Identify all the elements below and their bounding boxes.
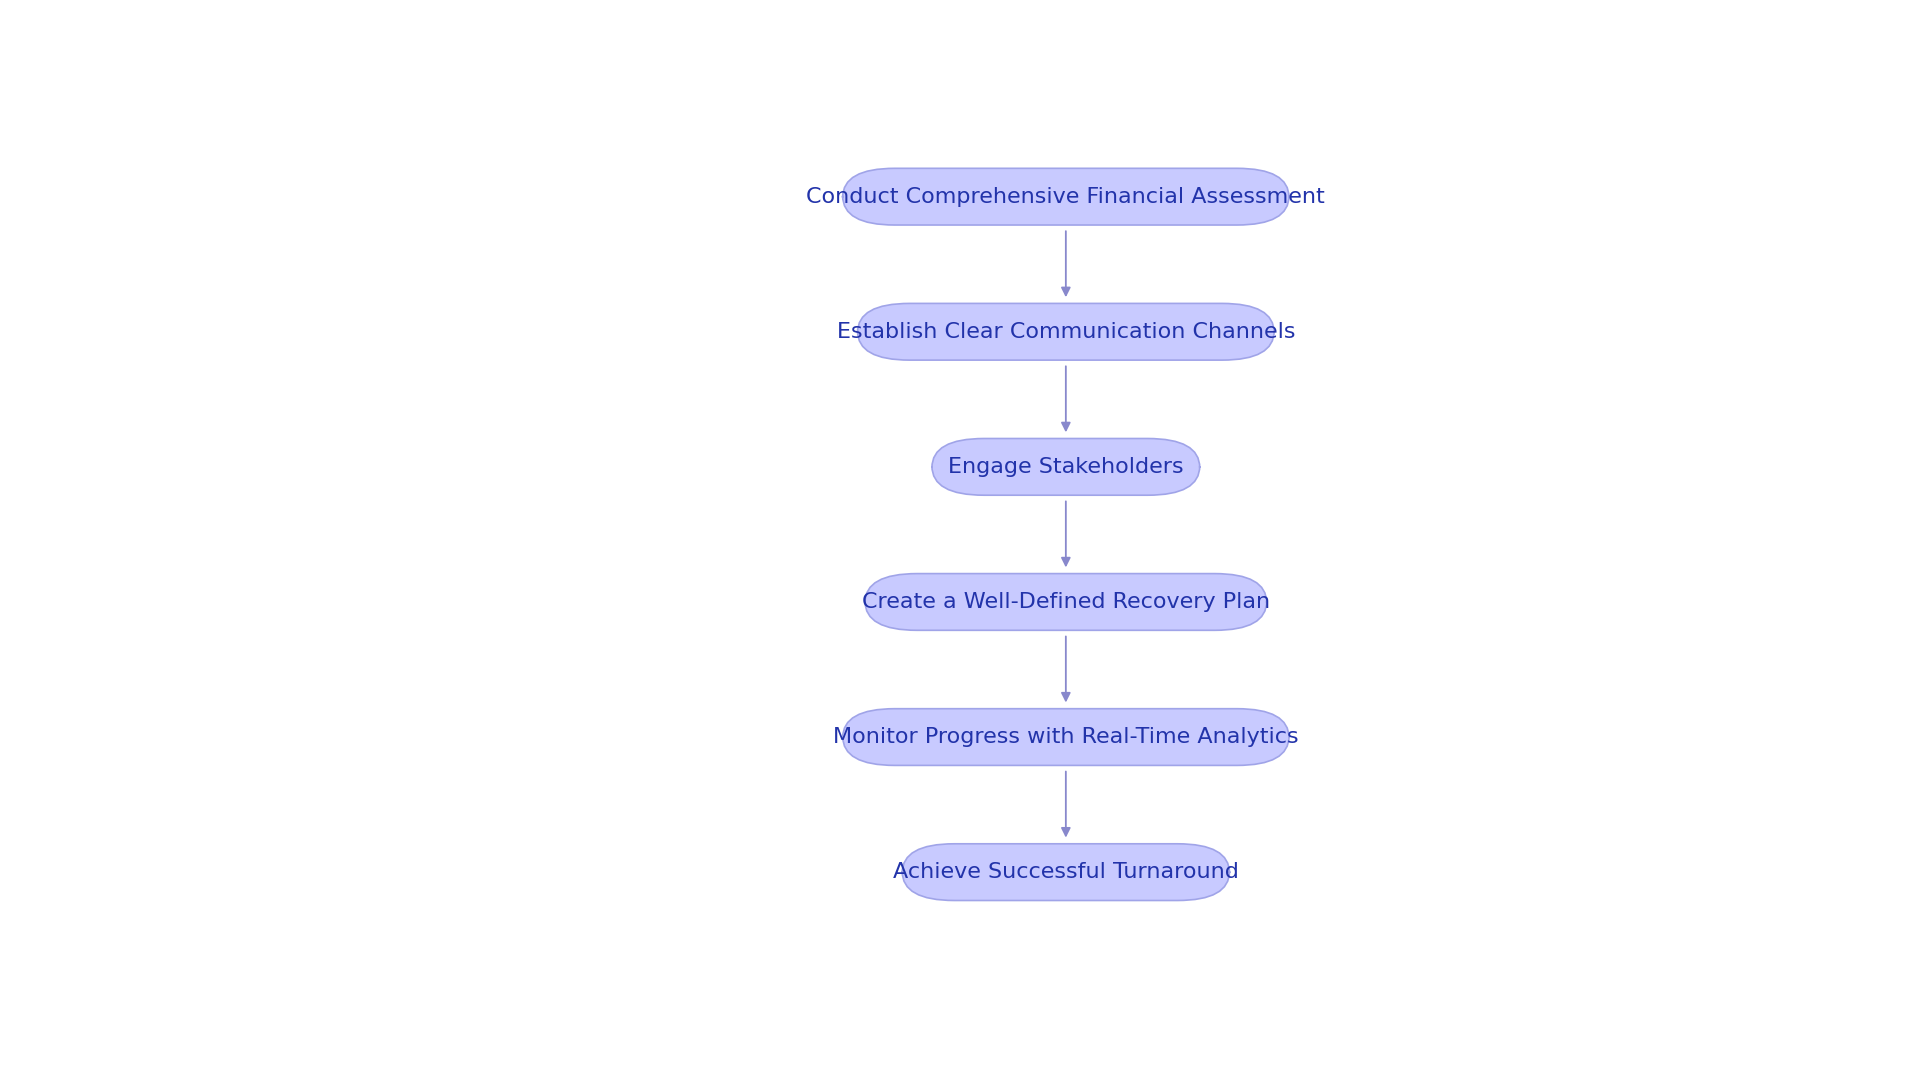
FancyBboxPatch shape [843,168,1288,225]
Text: Establish Clear Communication Channels: Establish Clear Communication Channels [837,322,1296,342]
FancyBboxPatch shape [858,303,1275,361]
Text: Achieve Successful Turnaround: Achieve Successful Turnaround [893,862,1238,883]
FancyBboxPatch shape [864,574,1267,630]
Text: Engage Stakeholders: Engage Stakeholders [948,457,1183,477]
FancyBboxPatch shape [843,708,1288,766]
FancyBboxPatch shape [931,439,1200,495]
Text: Monitor Progress with Real-Time Analytics: Monitor Progress with Real-Time Analytic… [833,727,1298,747]
Text: Create a Well-Defined Recovery Plan: Create a Well-Defined Recovery Plan [862,592,1269,612]
FancyBboxPatch shape [902,844,1229,900]
Text: Conduct Comprehensive Financial Assessment: Conduct Comprehensive Financial Assessme… [806,186,1325,207]
